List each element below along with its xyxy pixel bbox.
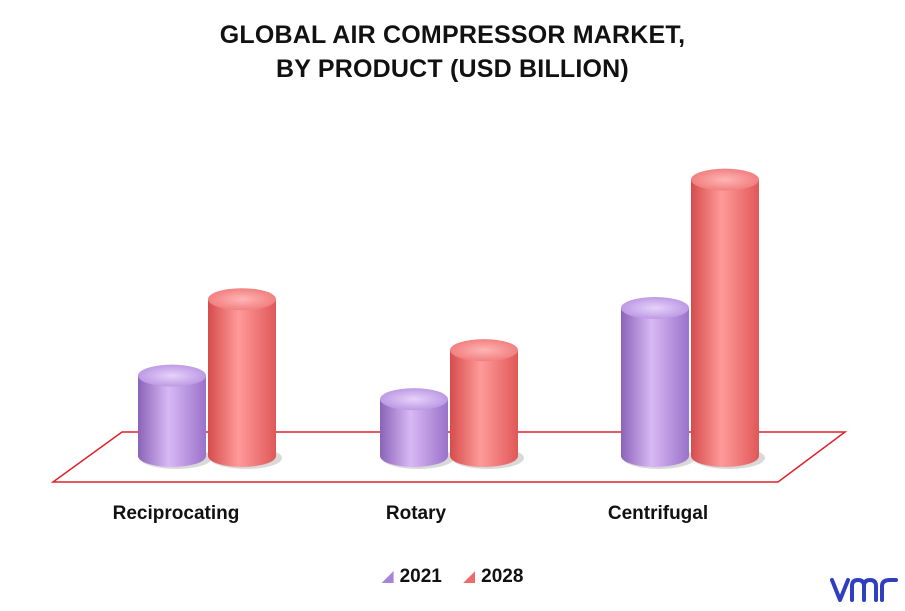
bar-reciprocating-2021 — [138, 364, 212, 469]
category-label-centrifugal: Centrifugal — [608, 503, 708, 524]
bar-body — [450, 350, 518, 467]
bar-centrifugal-2021 — [621, 297, 695, 469]
bar-body — [208, 299, 276, 467]
legend: 2021 2028 — [0, 566, 905, 589]
legend-label-2021: 2021 — [399, 566, 442, 587]
chart-title-line-1: GLOBAL AIR COMPRESSOR MARKET, — [219, 21, 686, 49]
bar-top — [380, 388, 448, 411]
bar-chart-plot: Reciprocating Rotary Centrifugal — [50, 168, 848, 524]
bar-top — [138, 364, 206, 387]
legend-swatch-2028 — [463, 571, 476, 583]
bar-body — [621, 308, 689, 467]
category-label-rotary: Rotary — [386, 503, 447, 524]
bar-top — [621, 297, 689, 320]
bar-body — [138, 375, 206, 467]
category-label-reciprocating: Reciprocating — [113, 503, 240, 524]
bars-layer — [138, 168, 765, 469]
bar-rotary-2021 — [380, 388, 454, 469]
bar-body — [380, 399, 448, 467]
chart-floor — [50, 431, 848, 483]
legend-item-2021: 2021 — [381, 566, 442, 588]
bar-centrifugal-2028 — [691, 168, 765, 469]
legend-label-2028: 2028 — [481, 566, 524, 587]
bar-reciprocating-2028 — [208, 288, 282, 469]
bar-body — [691, 179, 759, 467]
legend-swatch-2021 — [381, 571, 394, 583]
vmr-logo: vmr — [830, 578, 898, 602]
chart-title: GLOBAL AIR COMPRESSOR MARKET, BY PRODUCT… — [0, 18, 905, 86]
bar-top — [450, 339, 518, 362]
legend-item-2028: 2028 — [463, 566, 523, 588]
category-labels: Reciprocating Rotary Centrifugal — [113, 503, 708, 524]
bar-top — [208, 288, 276, 311]
bar-rotary-2028 — [450, 339, 524, 469]
bar-top — [691, 168, 759, 191]
chart-title-line-2: BY PRODUCT (USD BILLION) — [276, 55, 629, 83]
